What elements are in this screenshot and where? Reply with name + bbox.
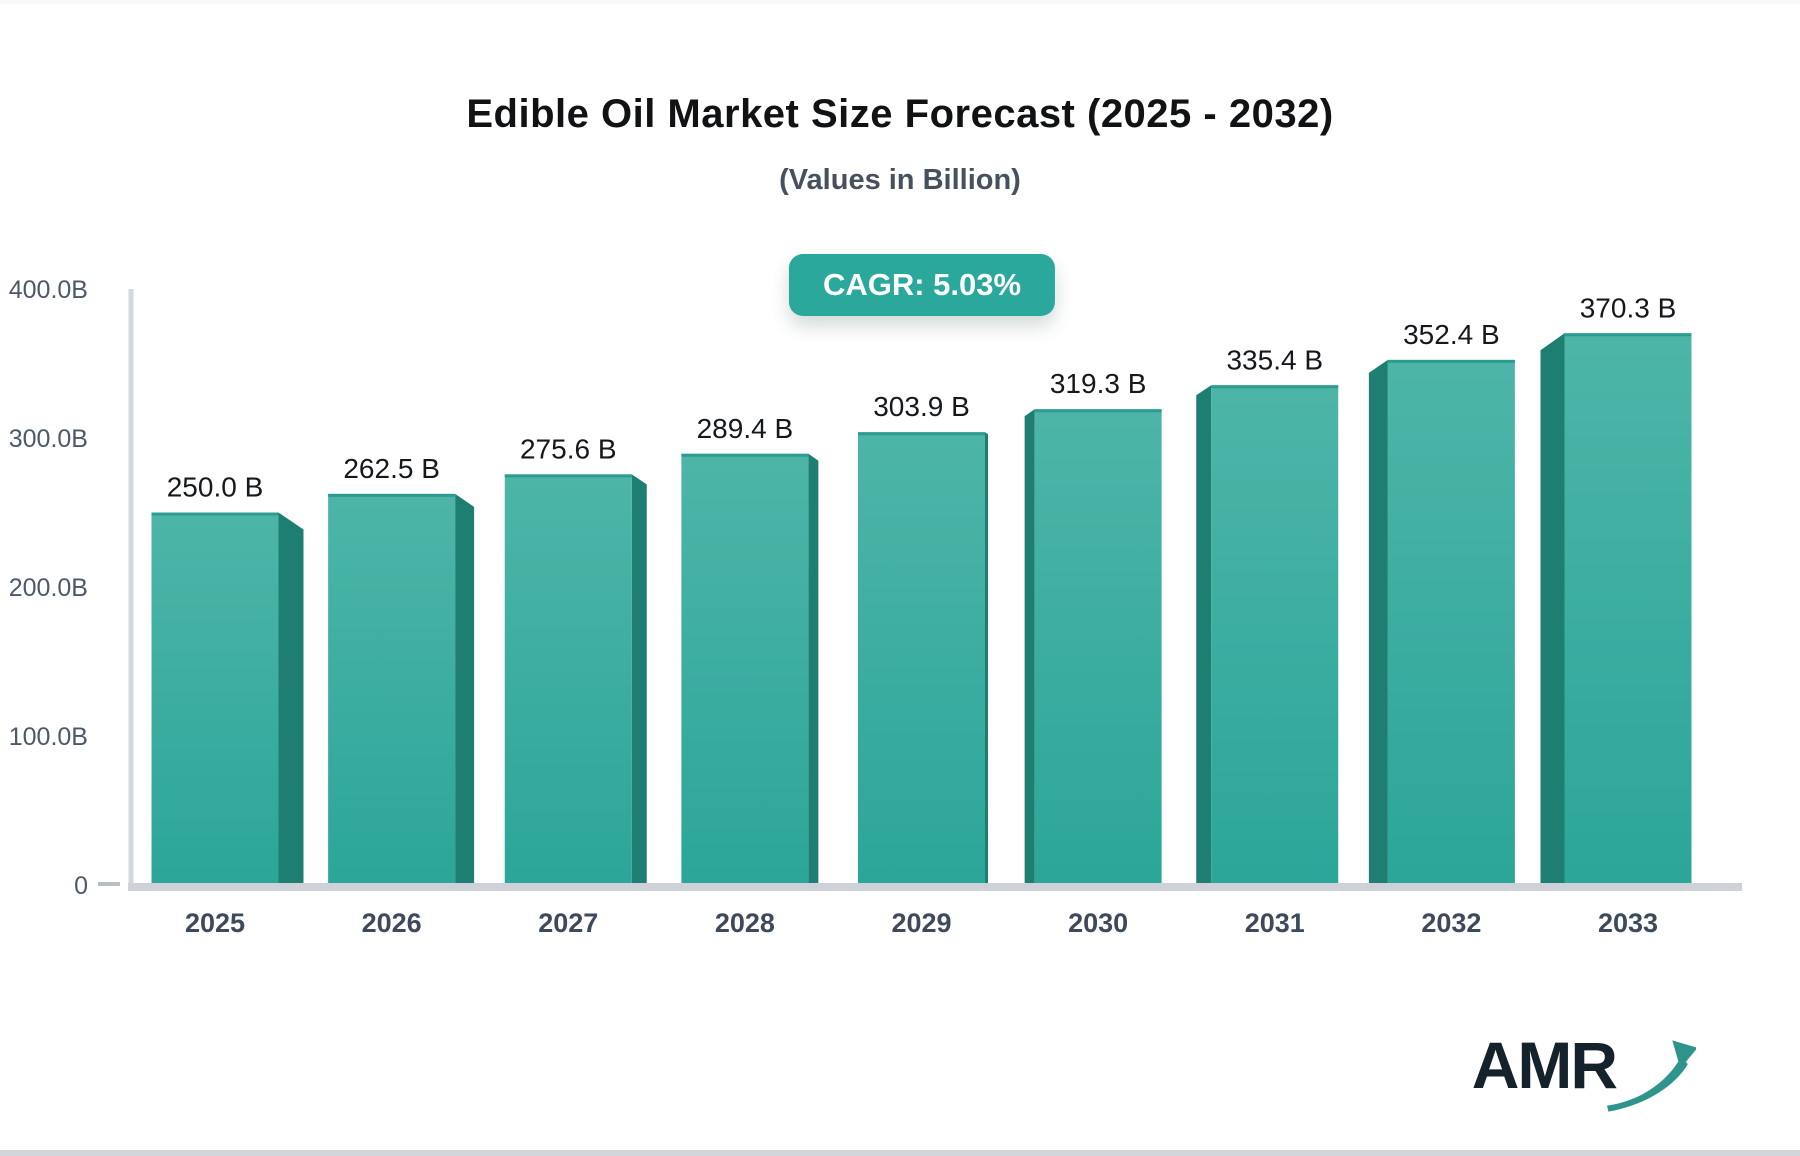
bar-value-label: 335.4 B	[1226, 344, 1323, 375]
bar-front-face	[681, 453, 809, 884]
bar-2030: 319.3 B 2030	[1024, 368, 1162, 938]
bar-side-face	[455, 493, 475, 884]
bar-2026: 262.5 B 2026	[328, 453, 475, 938]
bar-2028: 289.4 B 2028	[681, 413, 819, 938]
bar-value-label: 262.5 B	[343, 453, 440, 484]
y-tick-label: 0	[74, 872, 88, 900]
bar-side-face	[278, 512, 304, 884]
chart-subtitle: (Values in Billion)	[779, 164, 1021, 196]
x-tick-label: 2025	[185, 908, 245, 938]
bar-side-face	[808, 453, 819, 884]
zero-tick-mark	[98, 882, 120, 886]
bar-2029: 303.9 B 2029	[858, 391, 988, 938]
amr-logo-text: AMR	[1471, 1028, 1618, 1102]
bar-front-face	[1211, 385, 1339, 884]
bar-front-face	[151, 512, 279, 884]
bar-value-label: 319.3 B	[1050, 368, 1147, 399]
bar-2033: 370.3 B 2033	[1540, 292, 1692, 938]
bar-2032: 352.4 B 2032	[1368, 319, 1515, 938]
bar-front-face	[1564, 333, 1692, 884]
bar-2025: 250.0 B 2025	[151, 472, 304, 938]
x-tick-label: 2033	[1598, 908, 1658, 938]
bar-front-face	[1387, 359, 1515, 884]
growth-arrow-icon	[1606, 1040, 1696, 1112]
x-tick-label: 2030	[1068, 908, 1128, 938]
y-tick-label: 100.0B	[9, 723, 88, 751]
x-tick-label: 2028	[715, 908, 775, 938]
cagr-badge: CAGR: 5.03%	[788, 254, 1056, 316]
bottom-border	[0, 1150, 1800, 1156]
bar-2031: 335.4 B 2031	[1196, 344, 1339, 938]
bar-front-face	[504, 474, 632, 884]
x-tick-label: 2026	[362, 908, 422, 938]
x-axis-baseline	[128, 883, 1742, 891]
bar-value-label: 250.0 B	[167, 472, 264, 503]
bar-value-label: 303.9 B	[873, 391, 970, 422]
bar-value-label: 289.4 B	[697, 413, 794, 444]
bar-value-label: 370.3 B	[1580, 292, 1677, 323]
bar-side-face	[1024, 409, 1035, 884]
bar-value-label: 352.4 B	[1403, 319, 1500, 350]
y-tick-label: 400.0B	[9, 276, 88, 304]
bar-side-face	[631, 474, 647, 884]
y-tick-label: 200.0B	[9, 574, 88, 602]
bar-front-face	[328, 493, 456, 884]
bar-side-face	[985, 432, 988, 884]
amr-logo: AMR	[1472, 1032, 1696, 1112]
bar-front-face	[858, 432, 985, 884]
y-tick-label: 300.0B	[9, 425, 88, 453]
x-tick-label: 2031	[1245, 908, 1305, 938]
x-tick-label: 2027	[538, 908, 598, 938]
bar-side-face	[1540, 333, 1565, 884]
chart-title: Edible Oil Market Size Forecast (2025 - …	[466, 92, 1334, 136]
bar-value-label: 275.6 B	[520, 433, 617, 464]
bar-side-face	[1196, 385, 1212, 884]
bar-2027: 275.6 B 2027	[504, 433, 647, 938]
x-tick-label: 2032	[1421, 908, 1481, 938]
x-tick-label: 2029	[891, 908, 951, 938]
bar-front-face	[1034, 409, 1162, 884]
bar-side-face	[1368, 359, 1388, 884]
top-border	[0, 0, 1800, 4]
